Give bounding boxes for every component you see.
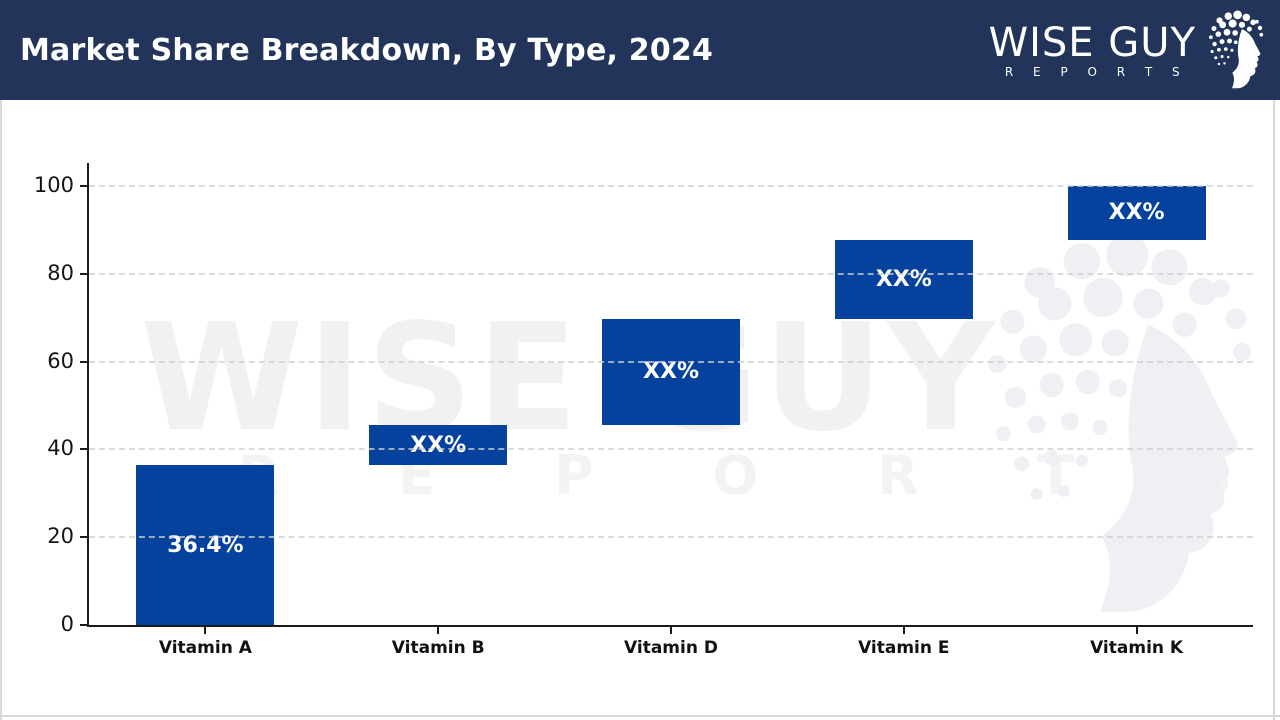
x-tick-label: Vitamin B [391,638,485,658]
y-tick-label: 0 [60,612,74,636]
y-tick-label: 100 [33,173,74,197]
frame-left [0,100,2,720]
y-tick-label: 40 [47,436,74,461]
x-axis-tick [670,626,672,634]
x-axis-tick [902,626,905,634]
y-axis-tick [80,185,88,187]
y-axis-tick [80,536,88,539]
y-axis-tick [80,624,88,626]
x-axis-line [87,625,1253,627]
bar-vitamin-e: XX% [834,239,973,319]
bar-vitamin-b: XX% [369,425,508,466]
logo-subtext: R E P O R T S [1004,64,1188,79]
logo-wordmark: WISE GUY [988,19,1196,66]
y-axis-tick [80,272,88,275]
x-axis-tick [1135,626,1138,634]
frame-bottom [0,715,1280,717]
bar-vitamin-a: 36.4% [136,465,275,625]
x-tick-label: Vitamin K [1090,638,1184,658]
gridline [89,536,1253,539]
y-axis-line [87,163,89,627]
bar-value-label: XX% [410,432,467,458]
bar-vitamin-k: XX% [1067,186,1206,240]
x-tick-label: Vitamin D [624,638,718,658]
x-tick-label: Vitamin A [158,638,252,658]
bar-value-label: XX% [1108,200,1165,226]
gridline [89,185,1253,187]
y-tick-label: 60 [47,348,74,373]
y-tick-label: 20 [47,524,74,549]
gridline [89,448,1253,451]
gridline [89,360,1253,363]
y-tick-label: 80 [47,260,74,285]
logo-text: WISE GUY R E P O R T S [989,23,1196,78]
x-axis-tick [437,626,440,634]
bar-value-label: XX% [875,266,932,292]
x-tick-label: Vitamin E [858,638,950,658]
waterfall-chart: 0 20 40 60 80 100 36.4% Vitamin A XX% Vitamin B XX… [0,100,1280,720]
page-title: Market Share Breakdown, By Type, 2024 [20,32,714,68]
wise-guy-logo: WISE GUY R E P O R T S [989,6,1266,94]
frame-right [1273,100,1275,720]
header-bar: Market Share Breakdown, By Type, 2024 WI… [0,0,1280,100]
face-profile-icon [1208,10,1264,89]
bar-value-label: XX% [643,359,699,385]
gridline [89,272,1253,275]
bar-vitamin-d: XX% [602,318,740,426]
x-axis-tick [204,626,207,634]
y-axis-tick [80,448,88,451]
y-axis-tick [80,360,88,363]
